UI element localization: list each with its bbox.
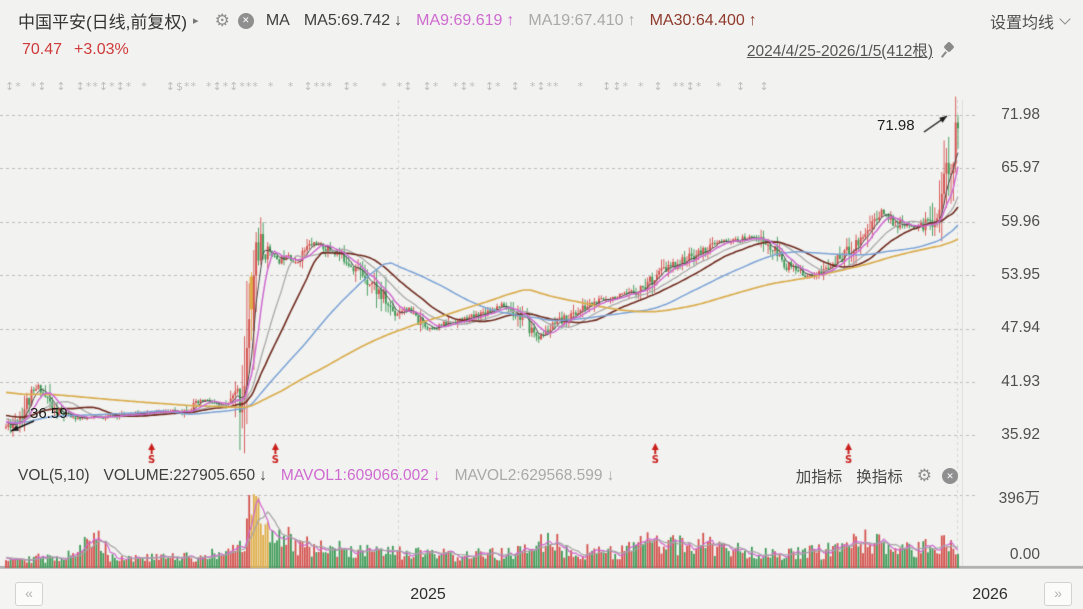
volume-axis-max: 396万 (998, 490, 1040, 507)
chevron-down-icon (1059, 12, 1071, 25)
price-change-percent: +3.03% (74, 41, 129, 58)
y-axis-tick: 35.92 (1001, 426, 1040, 443)
switch-indicator-button[interactable]: 换指标 (856, 469, 903, 486)
scroll-right-button[interactable]: » (1044, 582, 1072, 606)
pin-icon[interactable] (940, 42, 955, 58)
gear-icon[interactable]: ⚙ (214, 10, 230, 30)
price-summary-row: 70.47 +3.03% 2024/4/25-2026/1/5(412根) (22, 39, 955, 61)
volume-axis-zero: 0.00 (1009, 546, 1040, 563)
ma19-value: MA19:67.410 (528, 11, 624, 29)
ma9-arrow-icon: ↑ (506, 11, 515, 29)
ma5-arrow-icon: ↓ (394, 11, 403, 29)
add-indicator-button[interactable]: 加指标 (795, 469, 843, 486)
scroll-left-button[interactable]: « (15, 582, 43, 606)
ma5-value: MA5:69.742 (303, 11, 391, 29)
y-axis-tick: 59.96 (1001, 213, 1040, 230)
ma19-arrow-icon: ↑ (627, 11, 636, 29)
low-price-annotation: 36.59 (30, 405, 68, 422)
date-range-link[interactable]: 2024/4/25-2026/1/5(412根) (746, 43, 933, 60)
caret-right-icon[interactable]: ▸ (193, 15, 199, 27)
volume-arrow-icon: ↓ (259, 467, 267, 484)
event-markers-row[interactable]: ↕* *↕ ↕ ↕**↕*↕* * ↕$** *↕*↕*** * * ↕*** … (5, 80, 770, 93)
x-axis-year-2025: 2025 (410, 586, 446, 603)
ma30-value: MA30:64.400 (649, 11, 745, 29)
mavol2-arrow-icon: ↓ (606, 467, 615, 484)
volume-close-icon[interactable]: ✕ (942, 468, 958, 484)
mavol2-value: MAVOL2:629568.599 (454, 467, 603, 484)
y-axis-tick: 53.95 (1001, 266, 1040, 283)
stock-title[interactable]: 中国平安(日线,前复权) (18, 13, 188, 32)
ma30-arrow-icon: ↑ (748, 11, 757, 29)
close-icon[interactable]: ✕ (237, 12, 254, 29)
volume-header: VOL(5,10) VOLUME:227905.650 ↓ MAVOL1:609… (18, 465, 958, 487)
volume-gear-icon[interactable]: ⚙ (916, 466, 932, 485)
x-axis-scrollbar[interactable] (0, 569, 1083, 609)
last-price: 70.47 (22, 41, 63, 58)
high-price-annotation: 71.98 (877, 117, 915, 134)
x-axis-year-2026: 2026 (972, 586, 1008, 603)
ma9-value: MA9:69.619 (416, 11, 503, 29)
chart-header: 中国平安(日线,前复权) ▸ ⚙ ✕ MA MA5:69.742 ↓ MA9:6… (18, 8, 1071, 33)
ma-indicator-label: MA (265, 11, 290, 29)
y-axis-tick: 47.94 (1001, 319, 1040, 336)
y-axis-tick: 71.98 (1001, 106, 1040, 123)
vol-indicator-label: VOL(5,10) (18, 467, 90, 484)
y-axis-tick: 41.93 (1001, 373, 1040, 390)
mavol1-arrow-icon: ↓ (432, 467, 441, 484)
y-axis-tick: 65.97 (1001, 159, 1040, 176)
mavol1-value: MAVOL1:609066.002 (280, 467, 429, 484)
ma-settings-button[interactable]: 设置均线 (990, 9, 1071, 33)
volume-value: VOLUME:227905.650 (103, 467, 256, 484)
